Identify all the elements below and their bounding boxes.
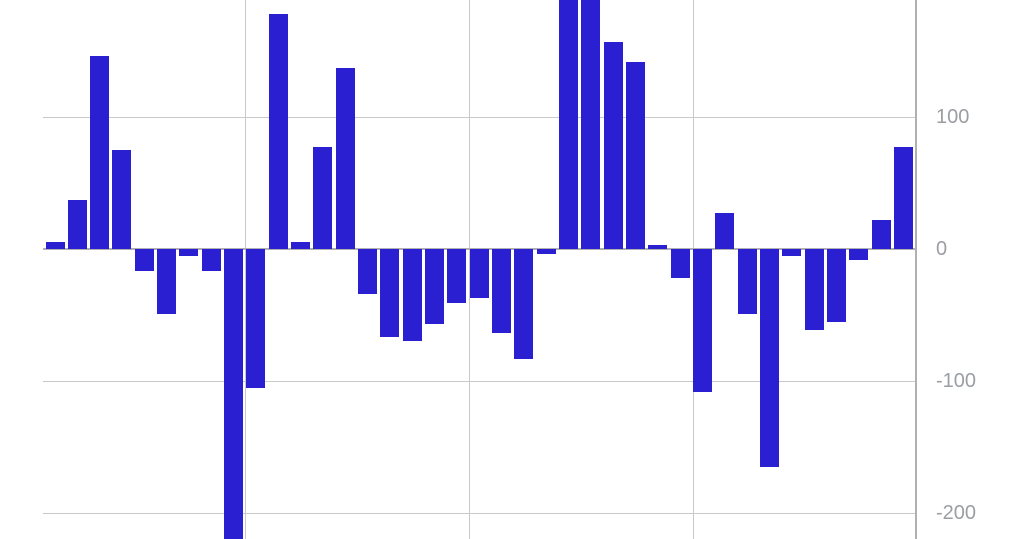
bar	[224, 249, 243, 539]
bar	[671, 249, 690, 278]
bar	[157, 249, 176, 314]
y-gridline	[43, 513, 915, 514]
bar	[179, 249, 198, 256]
bar	[135, 249, 154, 271]
bar	[380, 249, 399, 337]
bar	[46, 242, 65, 249]
y-gridline	[43, 117, 915, 118]
bar	[827, 249, 846, 322]
bar	[559, 0, 578, 249]
bar	[269, 14, 288, 249]
bar	[425, 249, 444, 324]
bar	[805, 249, 824, 330]
bar	[291, 242, 310, 249]
bar	[782, 249, 801, 256]
y-tick-label: -100	[936, 370, 977, 392]
y-tick-label: 0	[936, 238, 948, 260]
bar	[648, 245, 667, 249]
bar	[90, 56, 109, 249]
bar	[246, 249, 265, 388]
bar	[68, 200, 87, 249]
bar	[872, 220, 891, 249]
bar	[336, 68, 355, 249]
bar	[715, 213, 734, 249]
bar	[849, 249, 868, 260]
bar	[626, 62, 645, 249]
bar	[537, 249, 556, 254]
bar	[738, 249, 757, 314]
y-gridline	[43, 381, 915, 382]
bar	[447, 249, 466, 303]
bar	[202, 249, 221, 271]
bar	[604, 42, 623, 249]
bar	[760, 249, 779, 467]
bar	[112, 150, 131, 249]
bar	[313, 147, 332, 249]
bar	[894, 147, 913, 249]
bar	[403, 249, 422, 341]
x-gridline	[245, 0, 246, 539]
x-gridline	[469, 0, 470, 539]
bar	[358, 249, 377, 294]
y-tick-label: -200	[936, 502, 977, 524]
bar	[581, 0, 600, 249]
bar	[514, 249, 533, 359]
bar	[492, 249, 511, 333]
bar	[470, 249, 489, 298]
bar	[693, 249, 712, 392]
y-tick-label: 100	[936, 106, 970, 128]
y-axis-line	[915, 0, 917, 539]
